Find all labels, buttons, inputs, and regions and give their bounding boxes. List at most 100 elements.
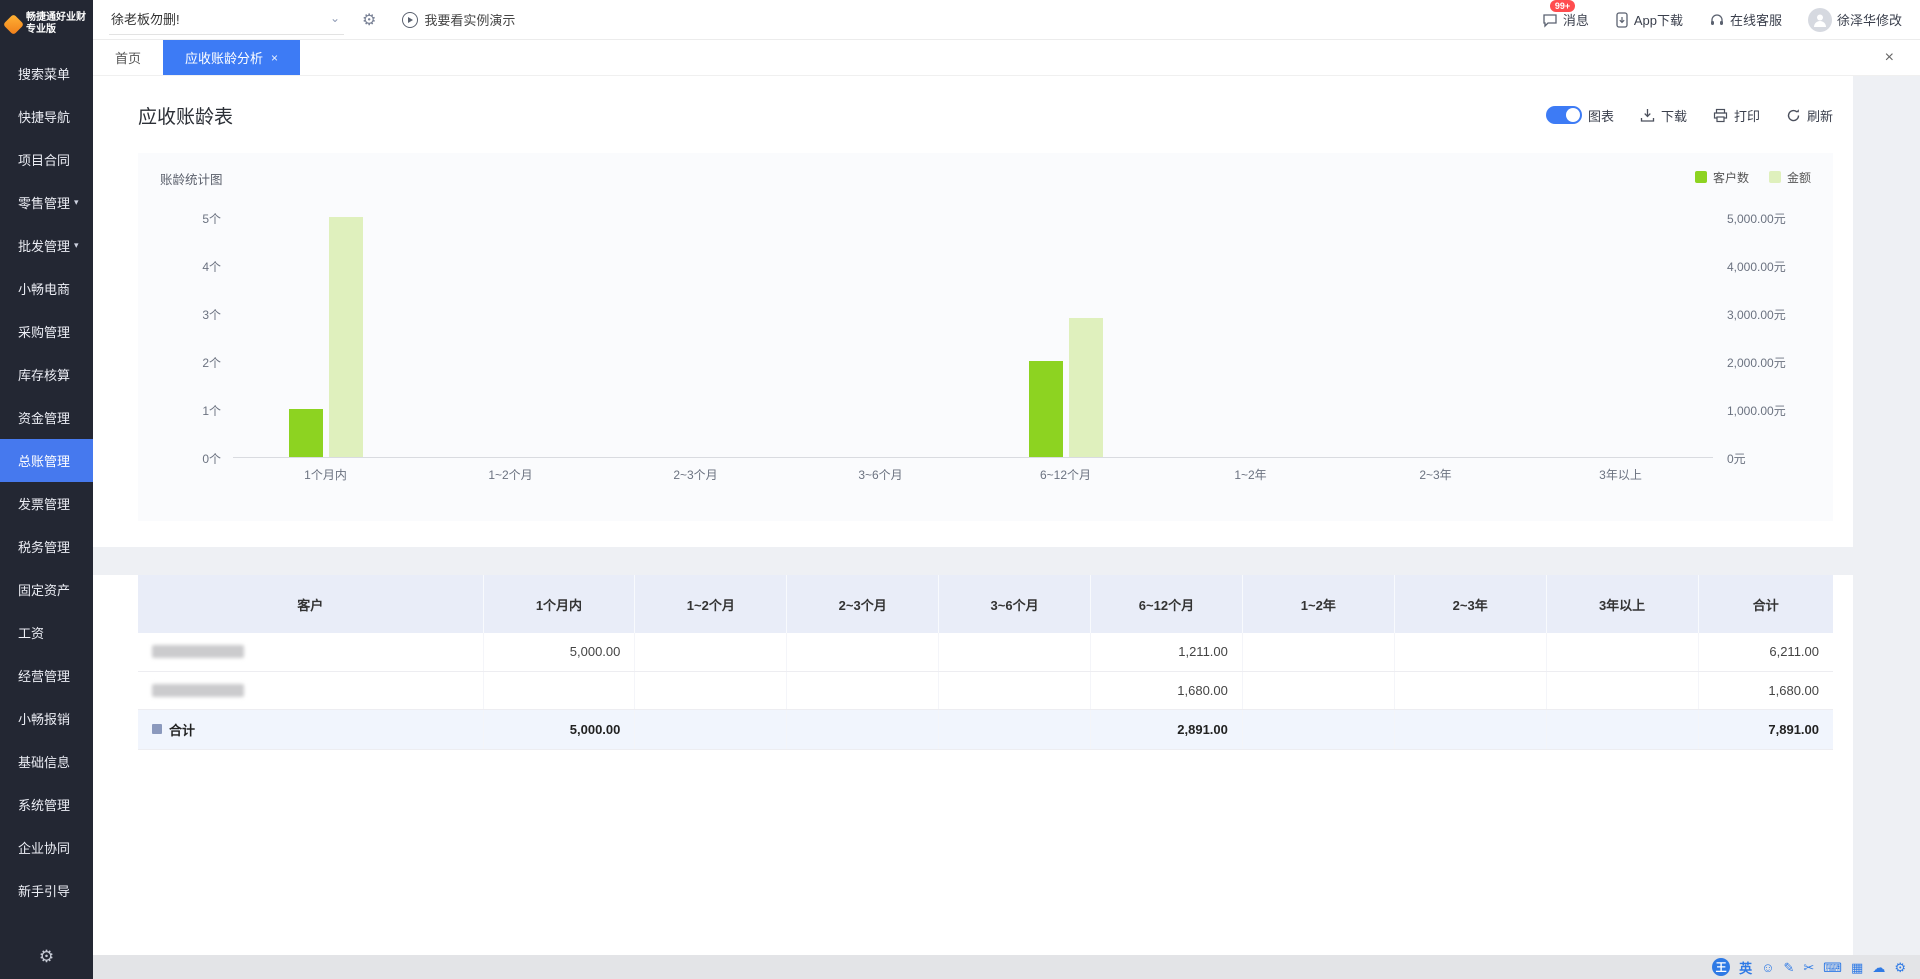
sidebar-item-label: 小畅电商 [18,282,71,297]
chart-toggle[interactable]: 图表 [1545,106,1614,125]
sidebar-item-label: 资金管理 [18,411,71,426]
content-panel: 应收账龄表 图表 下载 打印 刷新 [93,76,1853,955]
app-logo-subtitle: 专业版 [26,24,56,35]
y-axis-right-tick: 1,000.00元 [1727,404,1786,418]
sidebar-item-总账管理[interactable]: 总账管理 [0,439,93,482]
user-menu[interactable]: 徐泽华修改 [1807,7,1902,32]
tab-home[interactable]: 首页 [93,40,163,75]
value-cell [938,671,1091,710]
sidebar-item-新手引导[interactable]: 新手引导 [0,869,93,912]
scissors-icon[interactable]: ✂ [1803,959,1815,975]
print-label: 打印 [1733,108,1760,124]
sidebar-item-税务管理[interactable]: 税务管理 [0,525,93,568]
messages-button[interactable]: 99+ 消息 [1542,0,1589,29]
total-label-cell: 合计 [138,709,484,750]
app-logo: 畅捷通好业财 专业版 [0,0,93,48]
topbar: 徐老板勿删! ⌄ ⚙ 我要看实例演示 99+ 消息 App下载 在线客服 徐泽华… [93,0,1920,40]
chart-bar-group [1528,218,1713,457]
org-selector-dropdown[interactable]: 徐老板勿删! ⌄ [109,5,344,35]
download-icon [1640,108,1655,122]
value-cell: 1,680.00 [1698,671,1833,710]
chart-toggle-switch[interactable] [1545,106,1582,124]
page: 应收账龄表 图表 下载 打印 刷新 [93,76,1920,955]
sidebar-item-经营管理[interactable]: 经营管理 [0,654,93,697]
value-cell: 1,680.00 [1090,671,1243,710]
online-support-button[interactable]: 在线客服 [1709,10,1782,29]
download-button[interactable]: 下载 [1640,106,1687,125]
chart-toggle-label: 图表 [1587,108,1614,124]
customer-cell [138,671,484,710]
sidebar-item-小畅电商[interactable]: 小畅电商 [0,267,93,310]
y-axis-right-tick: 5,000.00元 [1727,212,1786,226]
total-value-cell: 7,891.00 [1698,709,1833,750]
sidebar-item-批发管理[interactable]: 批发管理 ▾ [0,224,93,267]
ime-language-indicator[interactable]: 英 [1739,960,1753,976]
value-cell [1546,633,1699,672]
sidebar-item-发票管理[interactable]: 发票管理 [0,482,93,525]
chart-bar-group [418,218,603,457]
tab-label: 首页 [115,51,142,66]
total-value-cell [1242,709,1395,750]
section-divider [93,547,1853,575]
avatar [1807,7,1832,32]
value-cell [483,671,636,710]
refresh-button[interactable]: 刷新 [1786,106,1833,125]
chat-bubble-icon [1543,13,1557,28]
sidebar-item-企业协同[interactable]: 企业协同 [0,826,93,869]
sidebar-item-资金管理[interactable]: 资金管理 [0,396,93,439]
y-axis-left-tick: 4个 [202,260,221,274]
table-row: 5,000.00 1,211.00 6,211.00 [138,633,1833,672]
bottom-strip: 王 英 ☺ ✎ ✂ ⌨ ▦ ☁ ⚙ [93,955,1920,979]
sidebar-item-固定资产[interactable]: 固定资产 [0,568,93,611]
chevron-down-icon: ▾ [74,197,79,207]
chart-title: 账龄统计图 [160,173,223,187]
ime-settings-gear-icon[interactable]: ⚙ [1894,959,1906,975]
tab-receivable-aging[interactable]: 应收账龄分析 × [163,40,301,75]
x-axis-label: 3年以上 [1599,468,1642,482]
sidebar-item-项目合同[interactable]: 项目合同 [0,138,93,181]
sidebar-item-搜索菜单[interactable]: 搜索菜单 [0,52,93,95]
table-header-cell: 2~3个月 [786,575,940,633]
chart-bar-group [788,218,973,457]
tab-label: 应收账龄分析 [185,51,264,66]
sidebar-item-库存核算[interactable]: 库存核算 [0,353,93,396]
total-value-cell [786,709,940,750]
sidebar-item-系统管理[interactable]: 系统管理 [0,783,93,826]
smiley-icon[interactable]: ☺ [1761,959,1775,975]
total-value-cell [1546,709,1699,750]
sidebar-settings-gear-icon[interactable]: ⚙ [38,947,55,966]
sidebar-item-label: 快捷导航 [18,110,71,125]
sidebar-item-label: 工资 [18,626,45,641]
app-download-button[interactable]: App下载 [1615,10,1683,29]
grid-icon[interactable]: ▦ [1851,959,1864,975]
redacted-customer-name [152,645,244,659]
table-header-row: 客户 1个月内 1~2个月 2~3个月 3~6个月 6~12个月 1~2年 2~3年 3年以上合… [138,575,1833,633]
sidebar-item-基础信息[interactable]: 基础信息 [0,740,93,783]
sidebar-item-小畅报销[interactable]: 小畅报销 [0,697,93,740]
cloud-icon[interactable]: ☁ [1872,959,1886,975]
x-axis-label: 3~6个月 [858,468,903,482]
demo-link[interactable]: 我要看实例演示 [402,10,515,29]
panel-close-icon[interactable]: × [1884,48,1894,66]
total-value-cell [1394,709,1547,750]
value-cell [1242,633,1395,672]
messages-badge: 99+ [1549,0,1576,12]
sidebar-item-label: 采购管理 [18,325,71,340]
org-settings-gear-icon[interactable]: ⚙ [362,11,377,29]
keyboard-icon[interactable]: ⌨ [1823,959,1843,975]
legend-swatch-customers [1694,171,1707,183]
brand-diamond-icon [2,13,25,35]
demo-link-label: 我要看实例演示 [424,13,516,28]
print-button[interactable]: 打印 [1713,106,1760,125]
y-axis-right-tick: 3,000.00元 [1727,308,1786,322]
sidebar-item-采购管理[interactable]: 采购管理 [0,310,93,353]
tab-close-icon[interactable]: × [271,50,279,65]
sidebar-item-工资[interactable]: 工资 [0,611,93,654]
customer-cell [138,633,484,672]
sidebar-item-快捷导航[interactable]: 快捷导航 [0,95,93,138]
refresh-icon [1787,108,1800,121]
pen-icon[interactable]: ✎ [1783,959,1795,975]
sidebar: 畅捷通好业财 专业版 搜索菜单快捷导航项目合同 零售管理 ▾ 批发管理 ▾ 小畅电商采购管… [0,0,93,979]
sidebar-item-零售管理[interactable]: 零售管理 ▾ [0,181,93,224]
ime-logo-icon[interactable]: 王 [1712,958,1731,976]
